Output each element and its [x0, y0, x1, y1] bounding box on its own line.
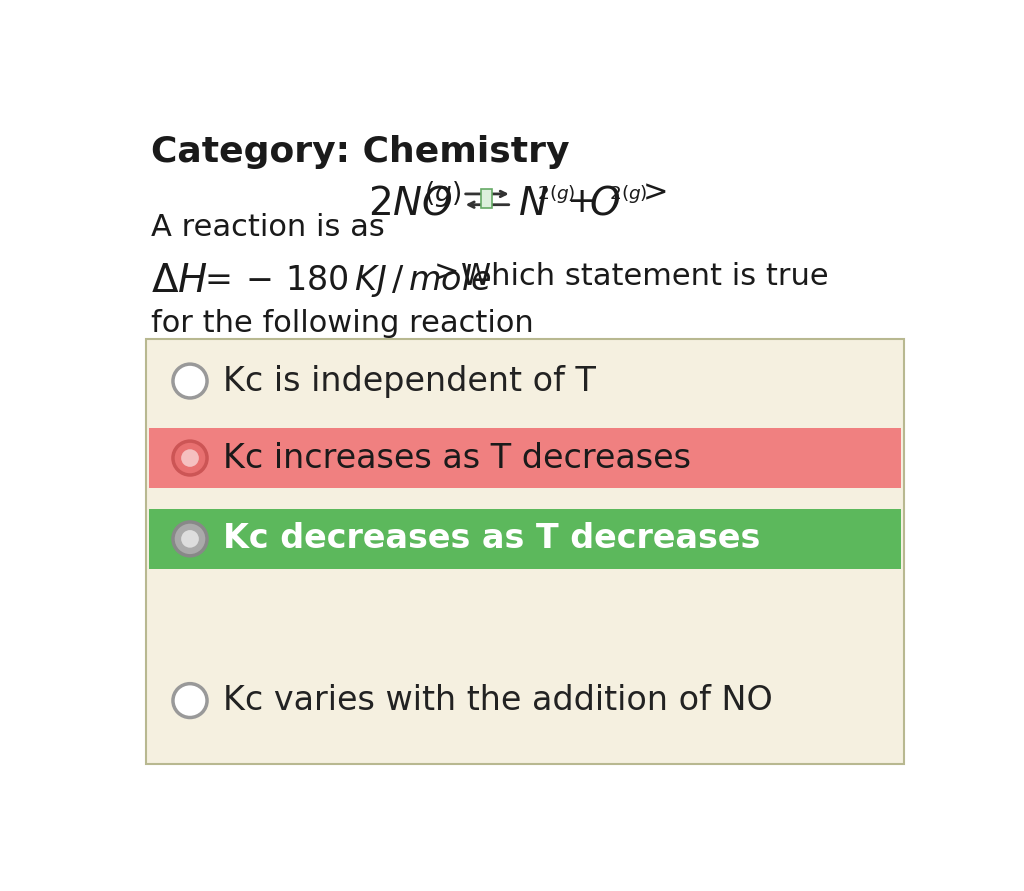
Bar [481, 189, 493, 208]
Text: $= -\,180\,KJ\,/\,mole$: $= -\,180\,KJ\,/\,mole$ [198, 262, 492, 298]
Text: $_{2(g)}$: $_{2(g)}$ [609, 178, 648, 205]
Circle shape [173, 683, 207, 717]
Text: Which statement is true: Which statement is true [461, 262, 828, 290]
Text: Kc is independent of T: Kc is independent of T [222, 364, 595, 397]
Circle shape [181, 530, 199, 548]
Text: Kc decreases as T decreases: Kc decreases as T decreases [222, 522, 760, 555]
Text: Kc increases as T decreases: Kc increases as T decreases [222, 442, 690, 475]
Circle shape [173, 522, 207, 556]
Text: $\Delta H$: $\Delta H$ [152, 262, 208, 299]
Text: Kc varies with the addition of NO: Kc varies with the addition of NO [222, 684, 772, 717]
Text: $(g)$: $(g)$ [424, 178, 461, 208]
Text: $N$: $N$ [518, 184, 548, 223]
Text: $2NO$: $2NO$ [369, 184, 453, 223]
Text: Category: Chemistry: Category: Chemistry [152, 135, 569, 168]
Text: $>$: $>$ [637, 177, 668, 206]
Text: $O$: $O$ [589, 184, 621, 223]
Bar [148, 509, 901, 569]
Circle shape [173, 441, 207, 475]
Circle shape [173, 364, 207, 398]
Text: A reaction is as: A reaction is as [152, 213, 385, 242]
Text: $+$: $+$ [566, 184, 594, 218]
Text: >: > [434, 258, 460, 288]
FancyBboxPatch shape [145, 339, 904, 764]
Text: $_{2(g)}$: $_{2(g)}$ [538, 178, 575, 205]
Circle shape [181, 449, 199, 467]
Text: for the following reaction: for the following reaction [152, 309, 534, 339]
Bar [148, 428, 901, 488]
